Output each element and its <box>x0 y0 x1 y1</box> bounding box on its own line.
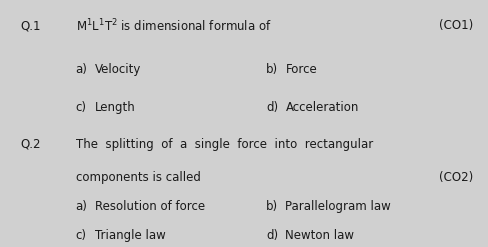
Text: a): a) <box>76 200 87 213</box>
Text: Q.2: Q.2 <box>20 138 41 151</box>
Text: Resolution of force: Resolution of force <box>95 200 205 213</box>
Text: (CO2): (CO2) <box>439 171 473 184</box>
Text: d): d) <box>266 101 278 114</box>
Text: Length: Length <box>95 101 136 114</box>
Text: The  splitting  of  a  single  force  into  rectangular: The splitting of a single force into rec… <box>76 138 373 151</box>
Text: c): c) <box>76 101 87 114</box>
Text: Velocity: Velocity <box>95 63 142 76</box>
Text: b): b) <box>266 200 278 213</box>
Text: (CO1): (CO1) <box>439 20 473 32</box>
Text: Acceleration: Acceleration <box>285 101 359 114</box>
Text: Triangle law: Triangle law <box>95 229 166 242</box>
Text: Parallelogram law: Parallelogram law <box>285 200 391 213</box>
Text: c): c) <box>76 229 87 242</box>
Text: Newton law: Newton law <box>285 229 354 242</box>
Text: components is called: components is called <box>76 171 201 184</box>
Text: d): d) <box>266 229 278 242</box>
Text: Force: Force <box>285 63 317 76</box>
Text: a): a) <box>76 63 87 76</box>
Text: Q.1: Q.1 <box>20 20 41 32</box>
Text: $\mathsf{M^1L^1T^2}$ is dimensional formula of: $\mathsf{M^1L^1T^2}$ is dimensional form… <box>76 18 271 34</box>
Text: b): b) <box>266 63 278 76</box>
